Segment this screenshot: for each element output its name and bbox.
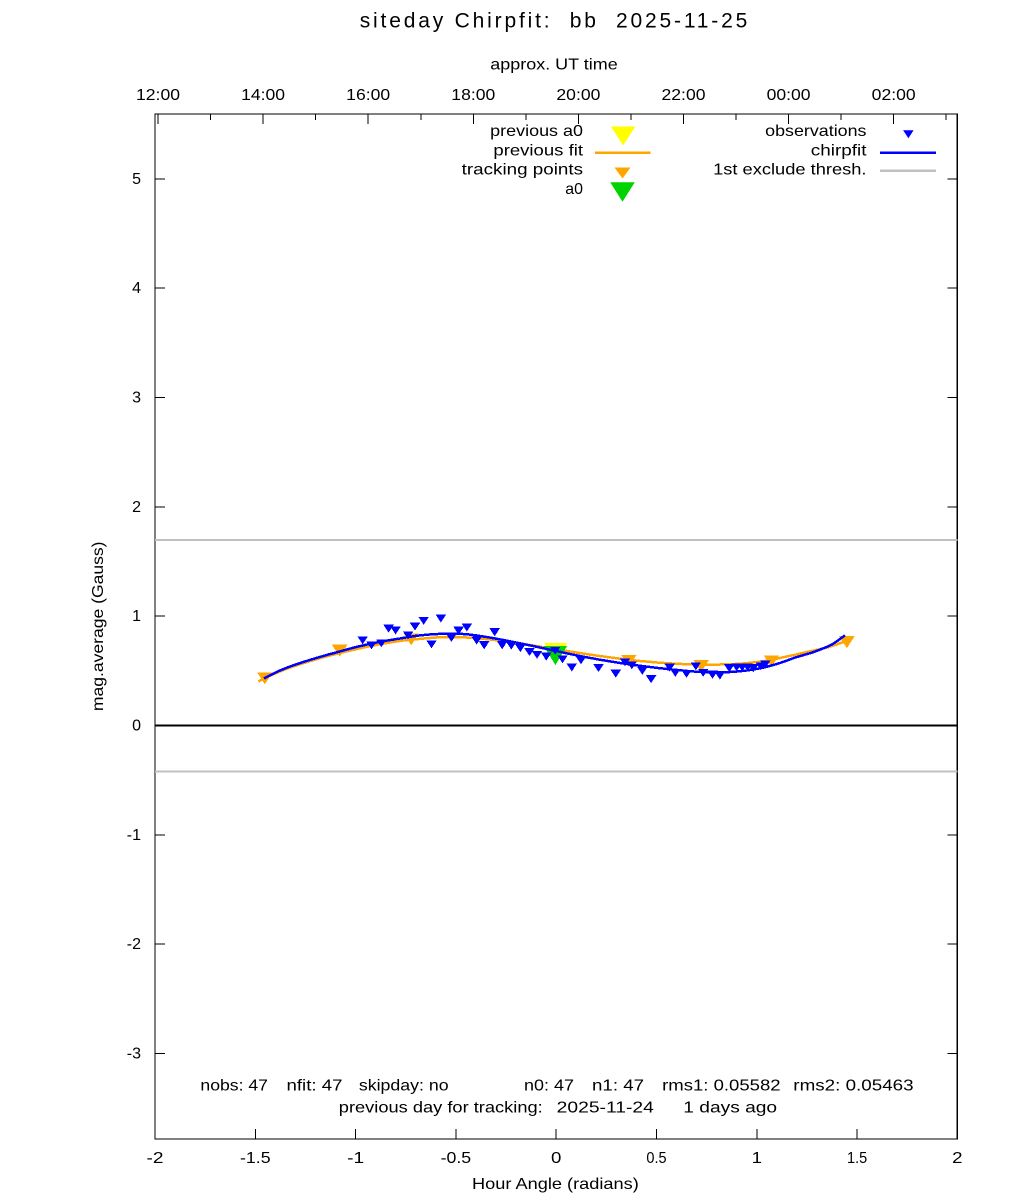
svg-text:1st exclude thresh.: 1st exclude thresh. [713,162,866,179]
svg-text:1: 1 [132,608,141,625]
svg-text:1: 1 [752,1150,763,1167]
svg-text:skipday: no: skipday: no [359,1078,449,1095]
svg-text:20:00: 20:00 [556,87,600,104]
svg-text:nobs: 47: nobs: 47 [200,1078,268,1095]
svg-text:02:00: 02:00 [872,87,916,104]
svg-text:observations: observations [765,123,866,140]
svg-text:3: 3 [132,389,141,406]
svg-text:5: 5 [132,171,141,188]
svg-text:-1.5: -1.5 [240,1150,271,1167]
svg-text:0: 0 [132,718,141,735]
svg-text:previous fit: previous fit [493,142,583,159]
svg-text:4: 4 [132,280,141,297]
svg-text:mag.average (Gauss): mag.average (Gauss) [90,542,107,712]
svg-text:00:00: 00:00 [767,87,811,104]
svg-text:rms1: 0.05582: rms1: 0.05582 [662,1078,781,1095]
svg-text:14:00: 14:00 [241,87,285,104]
svg-text:2: 2 [132,499,141,516]
svg-text:-2: -2 [127,936,141,953]
svg-text:rms2: 0.05463: rms2: 0.05463 [793,1078,913,1095]
svg-text:chirpfit: chirpfit [811,142,867,159]
svg-text:18:00: 18:00 [451,87,495,104]
svg-text:0.5: 0.5 [646,1150,666,1167]
svg-text:22:00: 22:00 [662,87,706,104]
svg-text:approx. UT time: approx. UT time [490,57,618,74]
svg-text:-0.5: -0.5 [441,1150,472,1167]
svg-text:1 days ago: 1 days ago [683,1099,777,1116]
svg-text:a0: a0 [565,181,583,198]
svg-text:tracking points: tracking points [462,162,583,179]
svg-text:-3: -3 [127,1046,141,1063]
svg-text:nfit: 47: nfit: 47 [287,1078,343,1095]
svg-text:siteday Chirpfit: bb 2025-11: siteday Chirpfit: bb 2025-11-25 [360,10,748,33]
svg-text:0: 0 [551,1150,562,1167]
svg-text:Hour Angle (radians): Hour Angle (radians) [472,1176,639,1193]
svg-text:1.5: 1.5 [847,1150,867,1167]
svg-text:2025-11-24: 2025-11-24 [557,1099,654,1116]
svg-text:12:00: 12:00 [136,87,180,104]
svg-text:-1: -1 [347,1150,364,1167]
svg-text:n0: 47: n0: 47 [524,1078,574,1095]
svg-text:16:00: 16:00 [346,87,390,104]
svg-text:n1: 47: n1: 47 [592,1078,644,1095]
svg-text:-2: -2 [147,1150,164,1167]
svg-text:2: 2 [952,1150,963,1167]
svg-text:previous a0: previous a0 [490,123,583,140]
svg-text:previous day for tracking:: previous day for tracking: [339,1099,543,1116]
svg-text:-1: -1 [127,827,141,844]
